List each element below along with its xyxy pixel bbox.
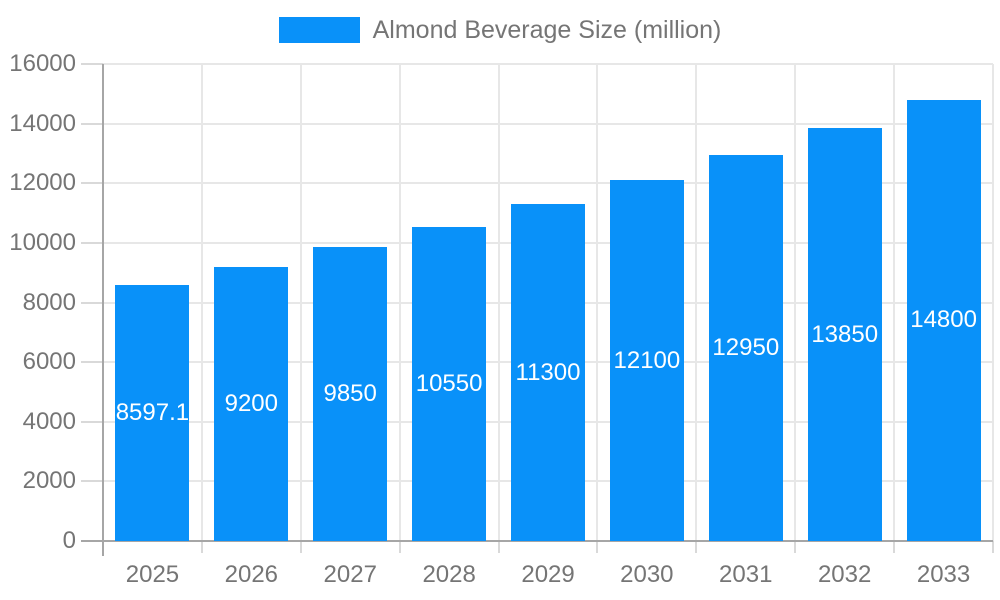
x-axis-label: 2029 bbox=[521, 561, 575, 588]
bar bbox=[313, 247, 388, 541]
x-axis-tick bbox=[596, 541, 599, 553]
bar-value-label: 9850 bbox=[323, 380, 377, 408]
y-axis-line bbox=[102, 64, 104, 556]
x-gridline bbox=[695, 64, 698, 541]
x-axis-tick bbox=[794, 541, 797, 553]
y-axis-tick bbox=[81, 301, 103, 304]
y-axis-tick bbox=[81, 420, 103, 423]
bar-value-label: 11300 bbox=[515, 358, 581, 386]
bar-value-label: 13850 bbox=[811, 320, 879, 348]
legend-swatch bbox=[278, 17, 360, 43]
y-axis-tick bbox=[81, 241, 103, 244]
bar-value-label: 14800 bbox=[910, 306, 977, 334]
y-axis-tick bbox=[81, 480, 103, 483]
x-axis-tick bbox=[893, 541, 896, 553]
x-axis-tick bbox=[992, 541, 994, 553]
x-axis-label: 2026 bbox=[224, 561, 279, 588]
y-gridline bbox=[103, 182, 993, 185]
bar bbox=[214, 266, 289, 541]
x-axis-label: 2028 bbox=[422, 561, 476, 588]
x-gridline bbox=[200, 64, 203, 541]
y-axis-label: 0 bbox=[62, 527, 76, 554]
bar bbox=[115, 284, 190, 541]
x-gridline bbox=[299, 64, 302, 541]
x-gridline bbox=[398, 64, 401, 541]
x-axis-tick bbox=[398, 541, 401, 553]
x-gridline bbox=[992, 64, 994, 541]
x-axis-tick bbox=[299, 541, 302, 553]
x-axis-line bbox=[81, 540, 993, 542]
x-axis-label: 2030 bbox=[620, 561, 674, 588]
bar-value-label: 9200 bbox=[224, 389, 278, 417]
y-axis-label: 8000 bbox=[22, 288, 76, 316]
bar-value-label: 8597.1 bbox=[115, 398, 190, 426]
bar-value-label: 12950 bbox=[712, 334, 780, 361]
bar bbox=[807, 128, 882, 541]
x-gridline bbox=[596, 64, 599, 541]
legend: Almond Beverage Size (million) bbox=[0, 16, 1000, 44]
x-axis-tick bbox=[695, 541, 698, 553]
x-gridline bbox=[497, 64, 500, 541]
y-axis-label: 6000 bbox=[22, 348, 76, 376]
x-axis-label: 2031 bbox=[719, 561, 773, 588]
y-axis-label: 2000 bbox=[22, 467, 76, 495]
y-axis-tick bbox=[81, 122, 103, 125]
y-axis-tick bbox=[81, 182, 103, 185]
bar-value-label: 10550 bbox=[415, 369, 483, 397]
x-gridline bbox=[893, 64, 896, 541]
x-gridline bbox=[794, 64, 797, 541]
bar bbox=[609, 180, 684, 541]
x-axis-tick bbox=[200, 541, 203, 553]
bar bbox=[511, 204, 585, 541]
bar bbox=[412, 226, 487, 541]
bar-value-label: 12100 bbox=[613, 346, 681, 374]
x-axis-tick bbox=[497, 541, 500, 553]
bar bbox=[906, 99, 981, 541]
legend-label: Almond Beverage Size (million) bbox=[372, 16, 722, 44]
bar bbox=[708, 154, 783, 541]
y-axis-label: 10000 bbox=[9, 228, 76, 256]
y-axis-label: 14000 bbox=[9, 109, 76, 137]
y-axis-label: 4000 bbox=[22, 407, 76, 435]
x-axis-label: 2027 bbox=[323, 561, 377, 588]
y-axis-tick bbox=[81, 361, 103, 364]
x-axis-label: 2033 bbox=[916, 561, 971, 588]
x-axis-label: 2025 bbox=[125, 561, 180, 588]
y-axis-label: 12000 bbox=[9, 169, 76, 197]
y-axis-tick bbox=[81, 63, 103, 65]
x-axis-label: 2032 bbox=[817, 561, 872, 588]
y-gridline bbox=[103, 63, 993, 65]
y-axis-label: 16000 bbox=[9, 50, 76, 77]
y-gridline bbox=[103, 122, 993, 125]
